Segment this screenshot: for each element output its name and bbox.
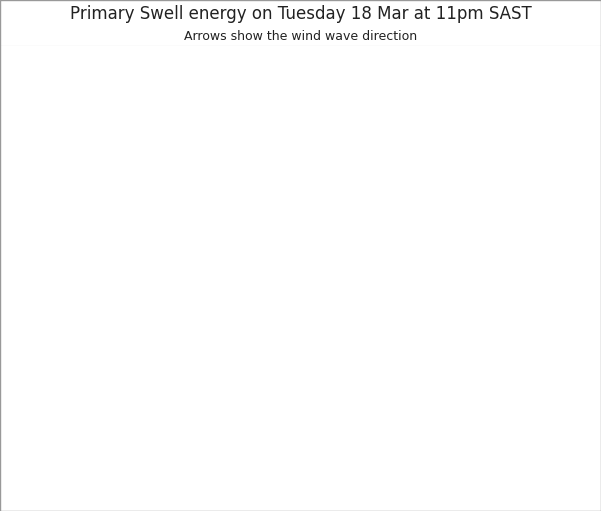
Text: Arrows show the wind wave direction: Arrows show the wind wave direction [184, 30, 417, 43]
Text: Primary Swell energy on Tuesday 18 Mar at 11pm SAST: Primary Swell energy on Tuesday 18 Mar a… [70, 5, 531, 23]
Text: cartopy not available: cartopy not available [227, 271, 374, 286]
